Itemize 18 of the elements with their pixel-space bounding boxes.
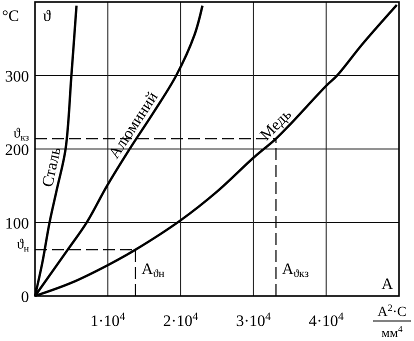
text: °C bbox=[2, 8, 20, 25]
ref-line-label: ϑ$_{н}$ bbox=[16, 238, 30, 254]
y-tick-label: 200 bbox=[5, 142, 29, 159]
ref-line-label: A$_{ϑкз}$ bbox=[282, 261, 310, 280]
ref-line-label: A$_{ϑн}$ bbox=[141, 261, 165, 280]
x-tick-label: 4·10$^{4}$ bbox=[308, 311, 344, 330]
text: A$^{2}$·C bbox=[377, 303, 407, 320]
x-axis-title: A bbox=[381, 276, 394, 293]
y-tick-label: 300 bbox=[5, 68, 29, 86]
x-tick-label: 2·10$^{4}$ bbox=[163, 311, 198, 330]
x-tick-label: 3·10$^{4}$ bbox=[236, 311, 272, 330]
text: Сталь bbox=[39, 146, 64, 189]
y-tick-label: 100 bbox=[5, 216, 29, 232]
x-tick-label: 1·10$^{4}$ bbox=[90, 311, 126, 330]
ref-line-label: ϑ$_{кз}$ bbox=[14, 126, 30, 144]
y-axis-title: ϑ bbox=[43, 8, 51, 25]
y-tick-label: 0 bbox=[21, 289, 29, 306]
text: мм$^{4}$ bbox=[382, 324, 403, 340]
